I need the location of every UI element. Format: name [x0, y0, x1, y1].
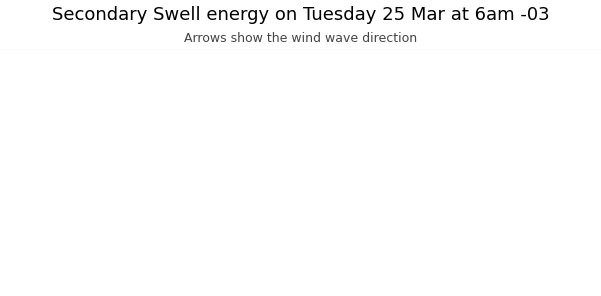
Text: Cartopy required for accurate map: Cartopy required for accurate map	[179, 166, 421, 180]
Text: Arrows show the wind wave direction: Arrows show the wind wave direction	[184, 32, 417, 45]
Text: Secondary Swell energy on Tuesday 25 Mar at 6am -03: Secondary Swell energy on Tuesday 25 Mar…	[52, 6, 549, 24]
